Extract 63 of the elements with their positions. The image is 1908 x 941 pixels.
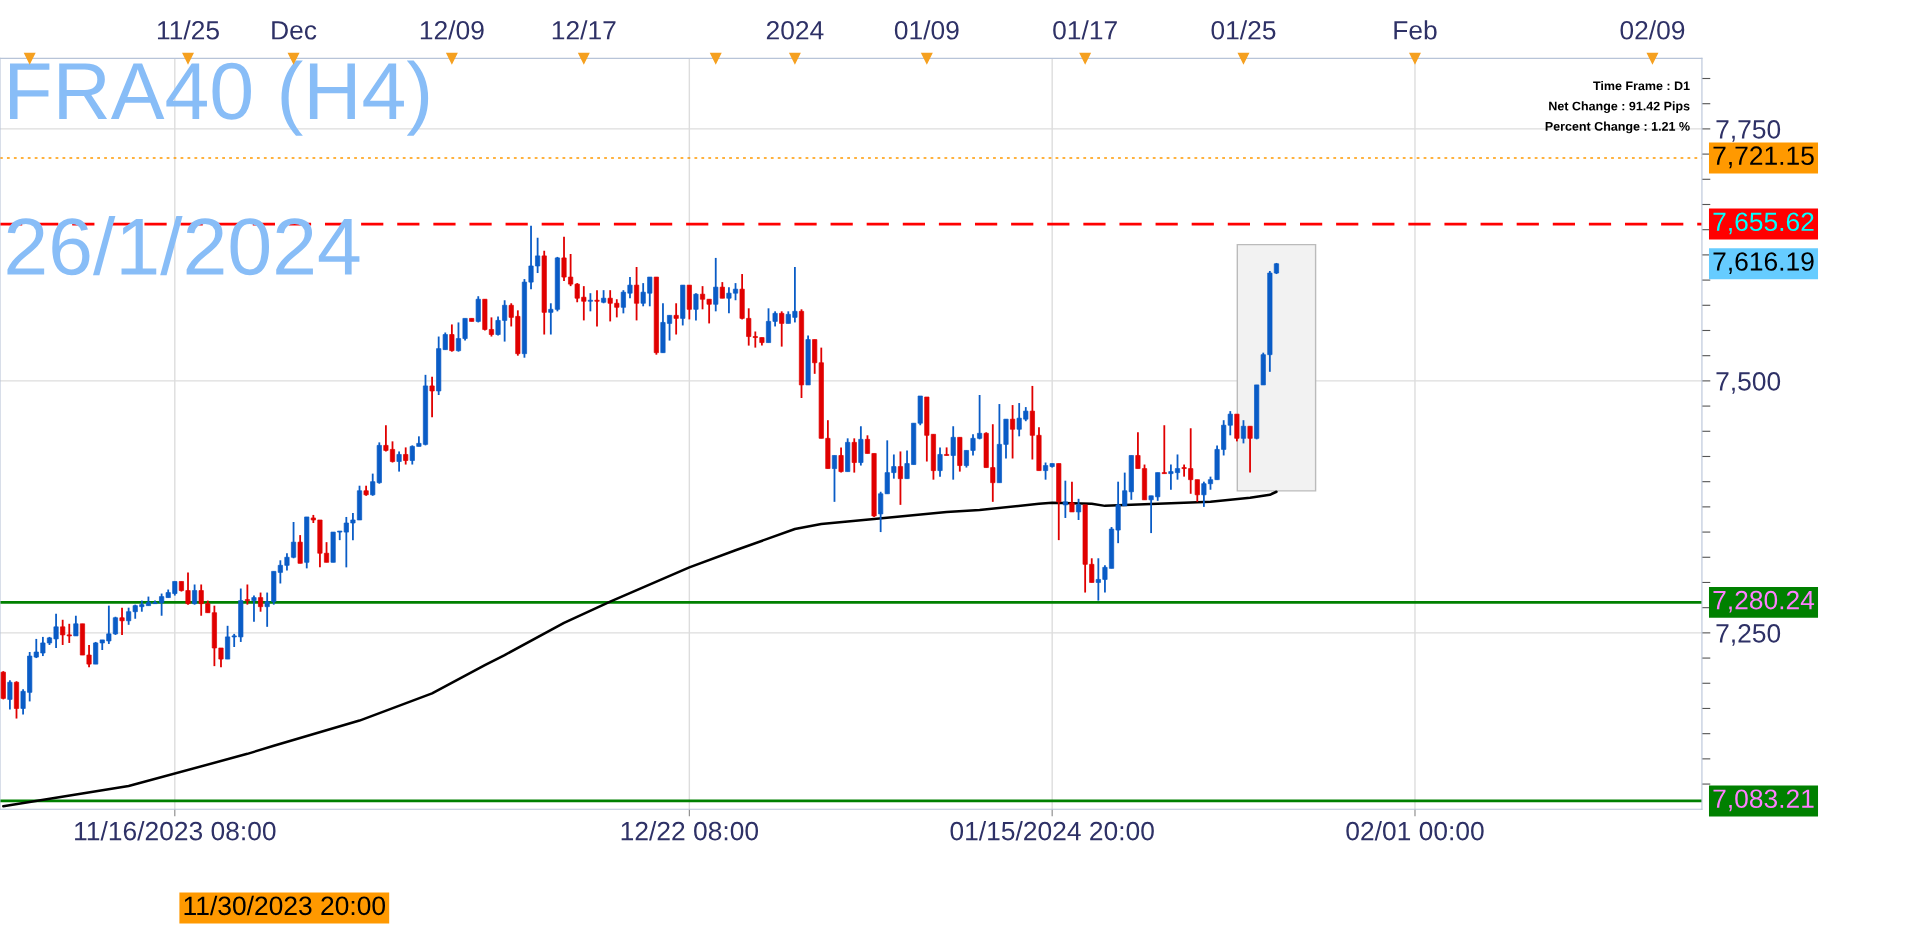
- text: 11/30/2023 20:00: [184, 895, 386, 916]
- x-tick-label: 12/22 08:00: [621, 821, 759, 841]
- candlestick: [858, 425, 864, 467]
- candlestick: [244, 583, 250, 606]
- candlestick: [119, 606, 125, 636]
- x-tick-label: 02/01 00:00: [1346, 821, 1484, 841]
- candlestick: [73, 614, 79, 637]
- line-series: [2, 490, 1278, 808]
- candlestick: [1062, 479, 1068, 519]
- text: 01/17: [1053, 20, 1117, 40]
- candlestick: [258, 591, 264, 613]
- ref-line-label: 7,083.21: [1713, 789, 1814, 812]
- candlestick: [1240, 419, 1246, 445]
- candlestick: [192, 583, 198, 606]
- candlestick: [831, 454, 837, 503]
- candlestick: [449, 323, 455, 353]
- text: 02/09: [1620, 20, 1685, 40]
- annotation: Percent Change : 1.21 %: [1545, 121, 1690, 134]
- x-tick-label: 01/15/2024 20:00: [950, 821, 1154, 841]
- text: 01/09: [894, 20, 959, 40]
- text: 11/25: [157, 20, 219, 40]
- candlestick: [937, 446, 943, 478]
- candlestick: [1069, 480, 1075, 513]
- y-tick-label: 7,500: [1716, 372, 1781, 394]
- chart-title: FRA40 (H4): [10, 60, 429, 136]
- candlestick: [1010, 404, 1016, 460]
- candlestick: [693, 292, 699, 322]
- y-tick-label: 7,250: [1716, 624, 1781, 646]
- x-tick-label: 11/16/2023 08:00: [75, 821, 276, 841]
- candlestick: [475, 295, 481, 324]
- annotation: Net Change : 91.42 Pips: [1549, 101, 1690, 114]
- ref-line-label: 7,721.15: [1713, 146, 1814, 169]
- candlestick: [1247, 425, 1253, 474]
- candlestick: [587, 292, 593, 313]
- annotation: Time Frame : D1: [1593, 81, 1690, 91]
- candlestick: [251, 594, 257, 623]
- text: Feb: [1394, 20, 1437, 40]
- text: 12/17: [552, 20, 616, 40]
- text: 26/1/2024: [7, 216, 360, 276]
- candlestick: [897, 450, 903, 506]
- candlestick: [7, 679, 13, 711]
- y-tick-label: 7,750: [1716, 120, 1781, 142]
- candlestick: [594, 289, 600, 328]
- text: 01/25: [1211, 20, 1276, 40]
- candlestick: [1076, 497, 1082, 521]
- ref-line-label: 7,280.24: [1713, 590, 1815, 613]
- candlestick: [944, 446, 950, 457]
- text: 12/09: [420, 20, 484, 40]
- candlestick: [396, 450, 402, 473]
- candlestick: [1161, 424, 1167, 475]
- text: 2024: [766, 20, 824, 40]
- text: Dec: [272, 21, 317, 40]
- candlestick: [838, 446, 844, 474]
- candlestick: [713, 257, 719, 313]
- candlestick: [634, 266, 640, 322]
- candlestick: [779, 310, 785, 348]
- candlestick: [673, 302, 679, 336]
- ref-line-label: 7,655.62: [1713, 212, 1814, 235]
- candlestick: [429, 375, 435, 419]
- candlestick: [297, 534, 303, 565]
- candlestick: [851, 437, 857, 474]
- text: 7,616.19: [1713, 252, 1814, 274]
- candlestick: [950, 425, 956, 481]
